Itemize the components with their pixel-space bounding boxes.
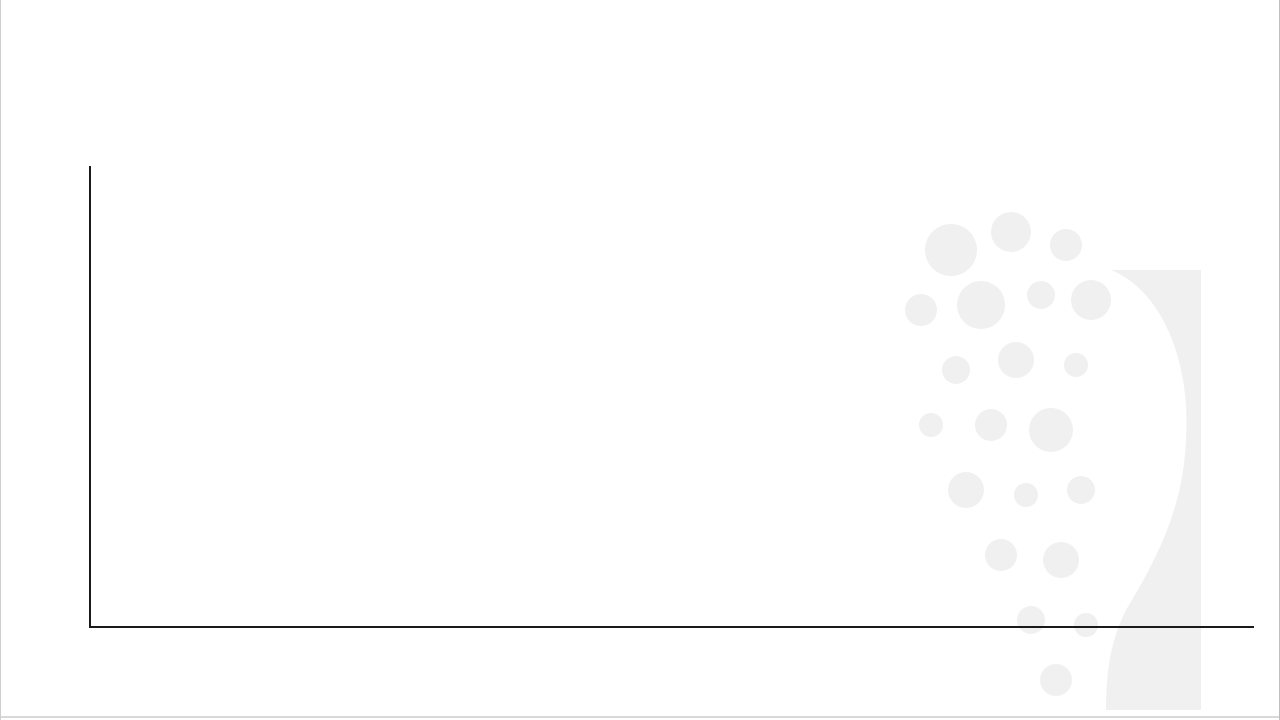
x-axis-line xyxy=(89,626,1254,628)
chart-canvas xyxy=(1,100,1279,720)
y-axis-line xyxy=(89,166,91,628)
wise-guy-logo xyxy=(1157,4,1255,96)
watermark-face-icon xyxy=(905,212,1201,710)
wise-guy-face-icon xyxy=(1163,4,1255,96)
header-band xyxy=(1,0,1279,100)
bottom-divider xyxy=(1,716,1279,718)
